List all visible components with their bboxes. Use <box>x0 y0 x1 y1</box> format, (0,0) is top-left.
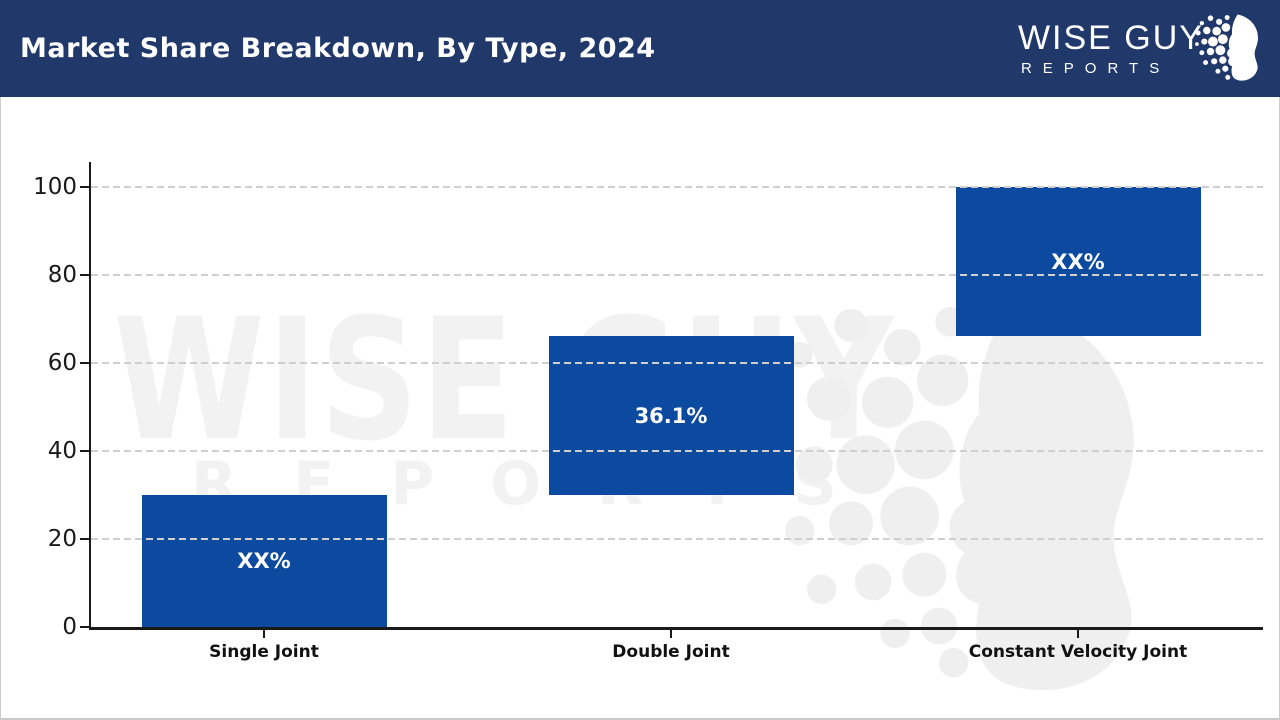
y-tick-label-40: 40 <box>47 438 77 464</box>
y-tick-mark-40 <box>80 450 89 452</box>
y-tick-mark-20 <box>80 538 89 540</box>
page-title: Market Share Breakdown, By Type, 2024 <box>20 33 656 64</box>
x-tick-mark-2 <box>670 630 672 638</box>
wise-guy-logo: WISE GUY REPORTS <box>1018 7 1266 91</box>
y-tick-label-100: 100 <box>33 174 77 200</box>
logo-text: WISE GUY REPORTS <box>1018 21 1204 77</box>
bar-single-joint: XX% <box>141 495 387 627</box>
bar-value-label: XX% <box>1051 249 1105 274</box>
y-tick-mark-80 <box>80 274 89 276</box>
x-tick-label-double-joint: Double Joint <box>612 642 730 662</box>
bar-value-label: 36.1% <box>634 403 708 428</box>
logo-face-icon <box>1195 13 1259 81</box>
y-tick-mark-100 <box>80 186 89 188</box>
y-tick-label-80: 80 <box>47 262 77 288</box>
y-tick-label-20: 20 <box>47 526 77 552</box>
gridline-40 <box>91 450 1263 452</box>
gridline-100 <box>91 186 1263 188</box>
gridline-20 <box>91 538 1263 540</box>
x-axis-line <box>89 627 1263 630</box>
x-tick-mark-1 <box>263 630 265 638</box>
bar-constant-velocity-joint: XX% <box>955 187 1201 337</box>
y-axis-line <box>89 162 91 630</box>
y-tick-label-60: 60 <box>47 350 77 376</box>
x-tick-label-constant-velocity-joint: Constant Velocity Joint <box>968 642 1188 662</box>
logo-subtitle: REPORTS <box>1020 59 1171 77</box>
watermark-face-icon <box>759 303 1134 691</box>
x-tick-mark-3 <box>1077 630 1079 638</box>
bar-value-label: XX% <box>237 549 291 573</box>
gridline-80 <box>91 274 1263 276</box>
gridline-60 <box>91 362 1263 364</box>
chart-canvas: WISE GUY REPORTS 0 20 40 60 80 100 XX% 36.1% XX%… <box>0 97 1280 720</box>
x-tick-label-single-joint: Single Joint <box>209 642 319 662</box>
y-tick-mark-60 <box>80 362 89 364</box>
y-tick-mark-0 <box>80 626 89 628</box>
logo-wordmark: WISE GUY <box>1017 18 1204 57</box>
header-bar: Market Share Breakdown, By Type, 2024 WI… <box>0 0 1280 97</box>
plot-area: 0 20 40 60 80 100 XX% 36.1% XX% Single Joint Doubl… <box>33 162 1263 662</box>
y-tick-label-0: 0 <box>62 614 77 640</box>
bar-double-joint: 36.1% <box>548 336 794 495</box>
